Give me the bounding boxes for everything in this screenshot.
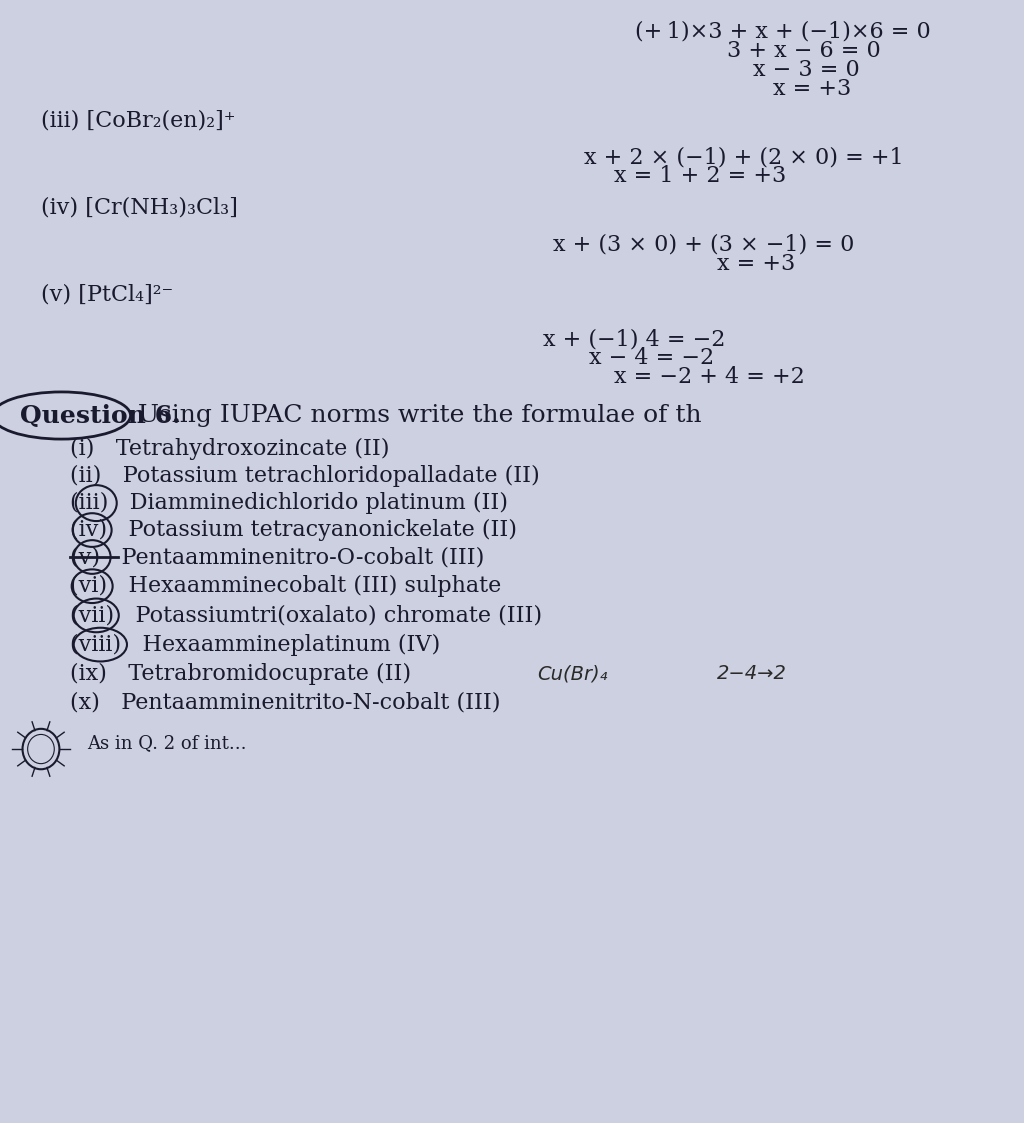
Text: (+ 1)×3 + x + (−1)×6 = 0: (+ 1)×3 + x + (−1)×6 = 0 (635, 20, 931, 43)
Text: Cu(Br)₄: Cu(Br)₄ (538, 665, 608, 683)
Text: (x)   Pentaamminenitrito-N-cobalt (III): (x) Pentaamminenitrito-N-cobalt (III) (70, 692, 500, 714)
Text: (vii)   Potassiumtri(oxalato) chromate (III): (vii) Potassiumtri(oxalato) chromate (II… (70, 604, 542, 627)
Text: (v)   Pentaamminenitro-O-cobalt (III): (v) Pentaamminenitro-O-cobalt (III) (70, 546, 484, 568)
Text: x = +3: x = +3 (717, 253, 795, 275)
Text: (iii) [CoBr₂(en)₂]⁺: (iii) [CoBr₂(en)₂]⁺ (41, 109, 236, 131)
Text: x = −2 + 4 = +2: x = −2 + 4 = +2 (614, 366, 805, 389)
Text: x − 4 = −2: x − 4 = −2 (589, 347, 714, 369)
Text: x + (3 × 0) + (3 × −1) = 0: x + (3 × 0) + (3 × −1) = 0 (553, 234, 854, 256)
Text: (ii)   Potassium tetrachloridopalladate (II): (ii) Potassium tetrachloridopalladate (I… (70, 465, 540, 487)
Text: x = +3: x = +3 (773, 77, 851, 100)
Text: 3 + x − 6 = 0: 3 + x − 6 = 0 (727, 39, 881, 62)
Text: (iv)   Potassium tetracyanonickelate (II): (iv) Potassium tetracyanonickelate (II) (70, 519, 517, 541)
Text: (i)   Tetrahydroxozincate (II): (i) Tetrahydroxozincate (II) (70, 438, 389, 460)
Text: x + 2 × (−1) + (2 × 0) = +1: x + 2 × (−1) + (2 × 0) = +1 (584, 146, 903, 168)
Text: (vi)   Hexaamminecobalt (III) sulphate: (vi) Hexaamminecobalt (III) sulphate (70, 575, 501, 597)
Text: Question 6.: Question 6. (20, 403, 181, 428)
Text: x + (−1) 4 = −2: x + (−1) 4 = −2 (543, 328, 725, 350)
Text: (iv) [Cr(NH₃)₃Cl₃]: (iv) [Cr(NH₃)₃Cl₃] (41, 197, 238, 219)
Text: (iii)   Diamminedichlorido platinum (II): (iii) Diamminedichlorido platinum (II) (70, 492, 508, 514)
Text: x − 3 = 0: x − 3 = 0 (753, 58, 859, 81)
Text: (viii)   Hexaammineplatinum (IV): (viii) Hexaammineplatinum (IV) (70, 633, 440, 656)
Text: As in Q. 2 of int...: As in Q. 2 of int... (87, 734, 247, 752)
Text: x = 1 + 2 = +3: x = 1 + 2 = +3 (614, 165, 786, 188)
Text: (ix)   Tetrabromidocuprate (II): (ix) Tetrabromidocuprate (II) (70, 663, 411, 685)
Text: Using IUPAC norms write the formulae of th: Using IUPAC norms write the formulae of … (138, 404, 701, 427)
Text: 2−4→2: 2−4→2 (717, 665, 786, 683)
Text: (v) [PtCl₄]²⁻: (v) [PtCl₄]²⁻ (41, 283, 173, 305)
